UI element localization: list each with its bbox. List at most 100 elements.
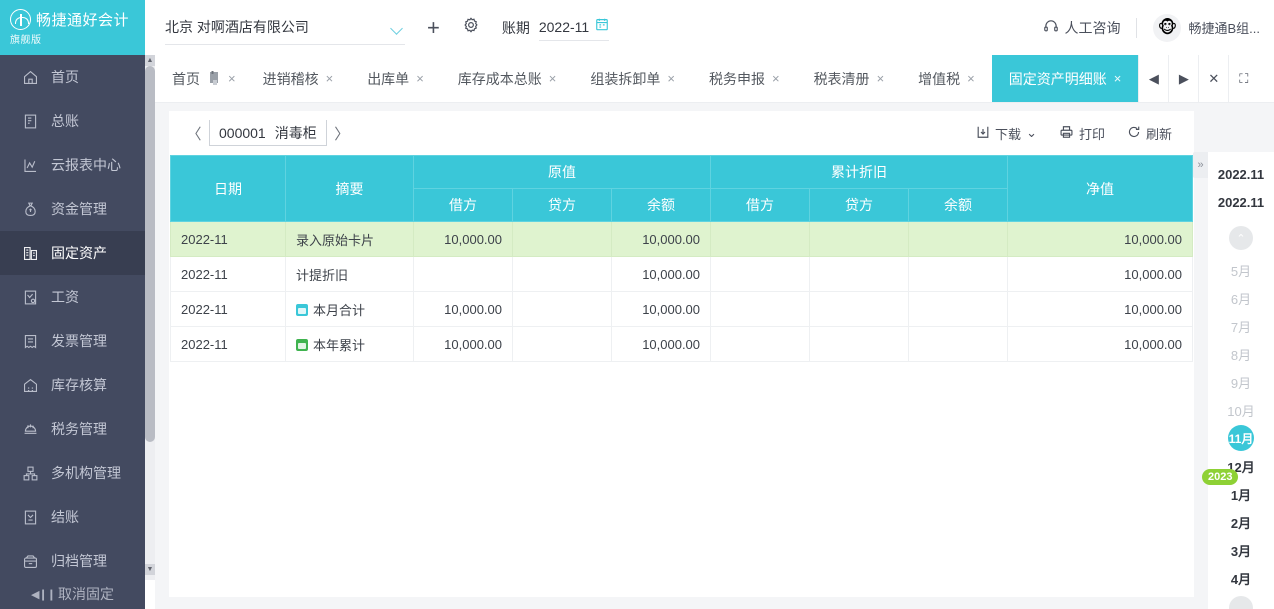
colgroup-accumulated-depreciation: 累计折旧 [710,155,1009,189]
rail-header: 2022.11 2022.11 [1208,152,1274,216]
rail-scroll-down-icon[interactable]: ⌄ [1229,596,1253,609]
collapse-label: 取消固定 [57,586,114,602]
table-row[interactable]: 2022-11 录入原始卡片 10,000.00 10,000.00 10,00… [170,221,1193,257]
month-item-11-selected[interactable]: 11月 [1208,424,1274,452]
cell-depreciation-credit [809,256,910,292]
chevron-down-icon: ⌄ [1026,125,1037,140]
tab-tax-declaration[interactable]: 税务申报 × [692,55,797,102]
warehouse-icon [22,377,39,394]
month-total-icon [296,303,308,316]
month-label: 2月 [1230,515,1252,531]
month-item-5[interactable]: 5月 [1208,256,1274,284]
print-button[interactable]: 打印 [1059,124,1105,143]
tab-assembly-disassembly-order[interactable]: 组装拆卸单 × [573,55,692,102]
cell-net-value: 10,000.00 [1007,221,1193,257]
table-row[interactable]: 2022-11 本年累计 10,000.00 10,000.00 10,000.… [170,326,1193,362]
sidebar-label: 首页 [51,69,79,85]
sidebar-item-archive[interactable]: 归档管理 [0,539,145,583]
headset-icon [1043,18,1059,37]
sidebar-scroll-down-icon[interactable]: ▼ [145,564,155,575]
tab-close-icon[interactable]: × [876,71,885,86]
tab-close-all-icon[interactable]: ✕ [1198,55,1228,102]
download-button[interactable]: 下载 ⌄ [976,124,1037,143]
sidebar-collapse-button[interactable]: ◀❙❙ 取消固定 [0,579,145,609]
user-name: 畅捷通B组... [1188,21,1260,36]
tab-scroll-right-icon[interactable]: ▶ [1168,55,1198,102]
sidebar-scrollbar-thumb[interactable] [145,66,155,442]
brand-name: 畅捷通好会计 [36,12,130,29]
sidebar-item-general-ledger[interactable]: 总账 [0,99,145,143]
sidebar-item-fund[interactable]: 资金管理 [0,187,145,231]
refresh-label: 刷新 [1145,126,1172,142]
app-logo: 畅捷通好会计 旗舰版 [0,0,145,55]
tab-close-icon[interactable]: × [771,71,780,86]
sidebar-item-invoice[interactable]: 发票管理 [0,319,145,363]
month-item-10[interactable]: 10月 [1208,396,1274,424]
tab-purchase-sales-audit[interactable]: 进销稽核 × [246,55,351,102]
prev-card-button[interactable]: 〈 [186,125,202,143]
add-button[interactable]: + [427,14,440,40]
tab-vat[interactable]: 增值税 × [901,55,992,102]
sidebar-label: 归档管理 [51,553,107,569]
cell-original-credit [512,221,612,257]
sidebar-item-fixed-assets[interactable]: 固定资产 [0,231,145,275]
tab-fullscreen-icon[interactable]: ⛶ [1228,55,1258,102]
rail-year-current[interactable]: 2022.11 [1217,194,1265,210]
sidebar-label: 资金管理 [51,201,107,217]
col-original-debit: 借方 [413,188,513,222]
tab-close-icon[interactable]: × [228,71,236,86]
period-picker[interactable]: 2022-11 [538,15,610,41]
tab-fixed-asset-detail-ledger[interactable]: 固定资产明细账 × [991,55,1139,102]
month-item-8[interactable]: 8月 [1208,340,1274,368]
tab-outbound-order[interactable]: 出库单 × [350,55,441,102]
archive-icon [22,553,39,570]
tab-home[interactable]: 首页 [155,55,204,102]
ledger-table-wrapper: 日期 摘要 原值 累计折旧 净值 借方 贷方 余额 借方 贷方 余额 [169,155,1194,597]
sidebar-scroll-up-icon[interactable]: ▲ [145,55,155,66]
rail-scroll-up-icon[interactable]: ⌃ [1229,226,1253,250]
sidebar-item-cloud-report[interactable]: 云报表中心 [0,143,145,187]
settings-button[interactable] [462,16,480,39]
refresh-button[interactable]: 刷新 [1127,124,1172,143]
next-card-button[interactable]: 〉 [334,125,350,143]
plus-icon: + [427,14,440,40]
company-selector[interactable]: 北京 对啊酒店有限公司 [165,11,405,45]
month-item-9[interactable]: 9月 [1208,368,1274,396]
tab-label: 出库单 [367,70,410,87]
tab-inventory-cost-ledger[interactable]: 库存成本总账 × [441,55,574,102]
tab-label: 增值税 [918,70,961,87]
tab-tax-form-list[interactable]: 税表清册 × [797,55,902,102]
tab-document[interactable]: × [204,55,246,102]
asset-card-input[interactable]: 000001 消毒柜 [209,120,327,146]
tab-close-icon[interactable]: × [325,71,334,86]
sidebar-item-closing[interactable]: 结账 [0,495,145,539]
sidebar-item-payroll[interactable]: 工资 [0,275,145,319]
sidebar-item-inventory[interactable]: 库存核算 [0,363,145,407]
rail-expander[interactable]: » [1193,152,1208,178]
month-label: 3月 [1230,543,1252,559]
tab-close-icon[interactable]: × [548,71,557,86]
tab-close-icon[interactable]: × [416,71,424,86]
table-row[interactable]: 2022-11 计提折旧 10,000.00 10,000.00 [170,256,1193,292]
user-menu[interactable]: 🐵 畅捷通B组... [1153,13,1260,42]
month-label: 11月 [1228,425,1254,451]
month-item-4[interactable]: 4月 [1208,564,1274,592]
month-item-7[interactable]: 7月 [1208,312,1274,340]
tab-scroll-left-icon[interactable]: ◀ [1138,55,1168,102]
support-label: 人工咨询 [1064,19,1121,36]
sidebar-item-multi-org[interactable]: 多机构管理 [0,451,145,495]
tab-close-icon[interactable]: × [667,71,675,86]
sidebar-item-tax[interactable]: 税务管理 [0,407,145,451]
month-item-3[interactable]: 3月 [1208,536,1274,564]
support-button[interactable]: 人工咨询 [1043,18,1120,38]
rail-year-top[interactable]: 2022.11 [1217,166,1265,182]
table-row[interactable]: 2022-11 本月合计 10,000.00 10,000.00 10,000.… [170,291,1193,327]
month-item-2[interactable]: 2月 [1208,508,1274,536]
sidebar-label: 库存核算 [51,377,107,393]
cell-depreciation-balance [908,221,1009,257]
month-item-1[interactable]: 2023 1月 [1202,469,1274,508]
sidebar-item-home[interactable]: 首页 [0,55,145,99]
tab-close-icon[interactable]: × [1113,71,1122,86]
month-item-6[interactable]: 6月 [1208,284,1274,312]
tab-close-icon[interactable]: × [967,71,975,86]
